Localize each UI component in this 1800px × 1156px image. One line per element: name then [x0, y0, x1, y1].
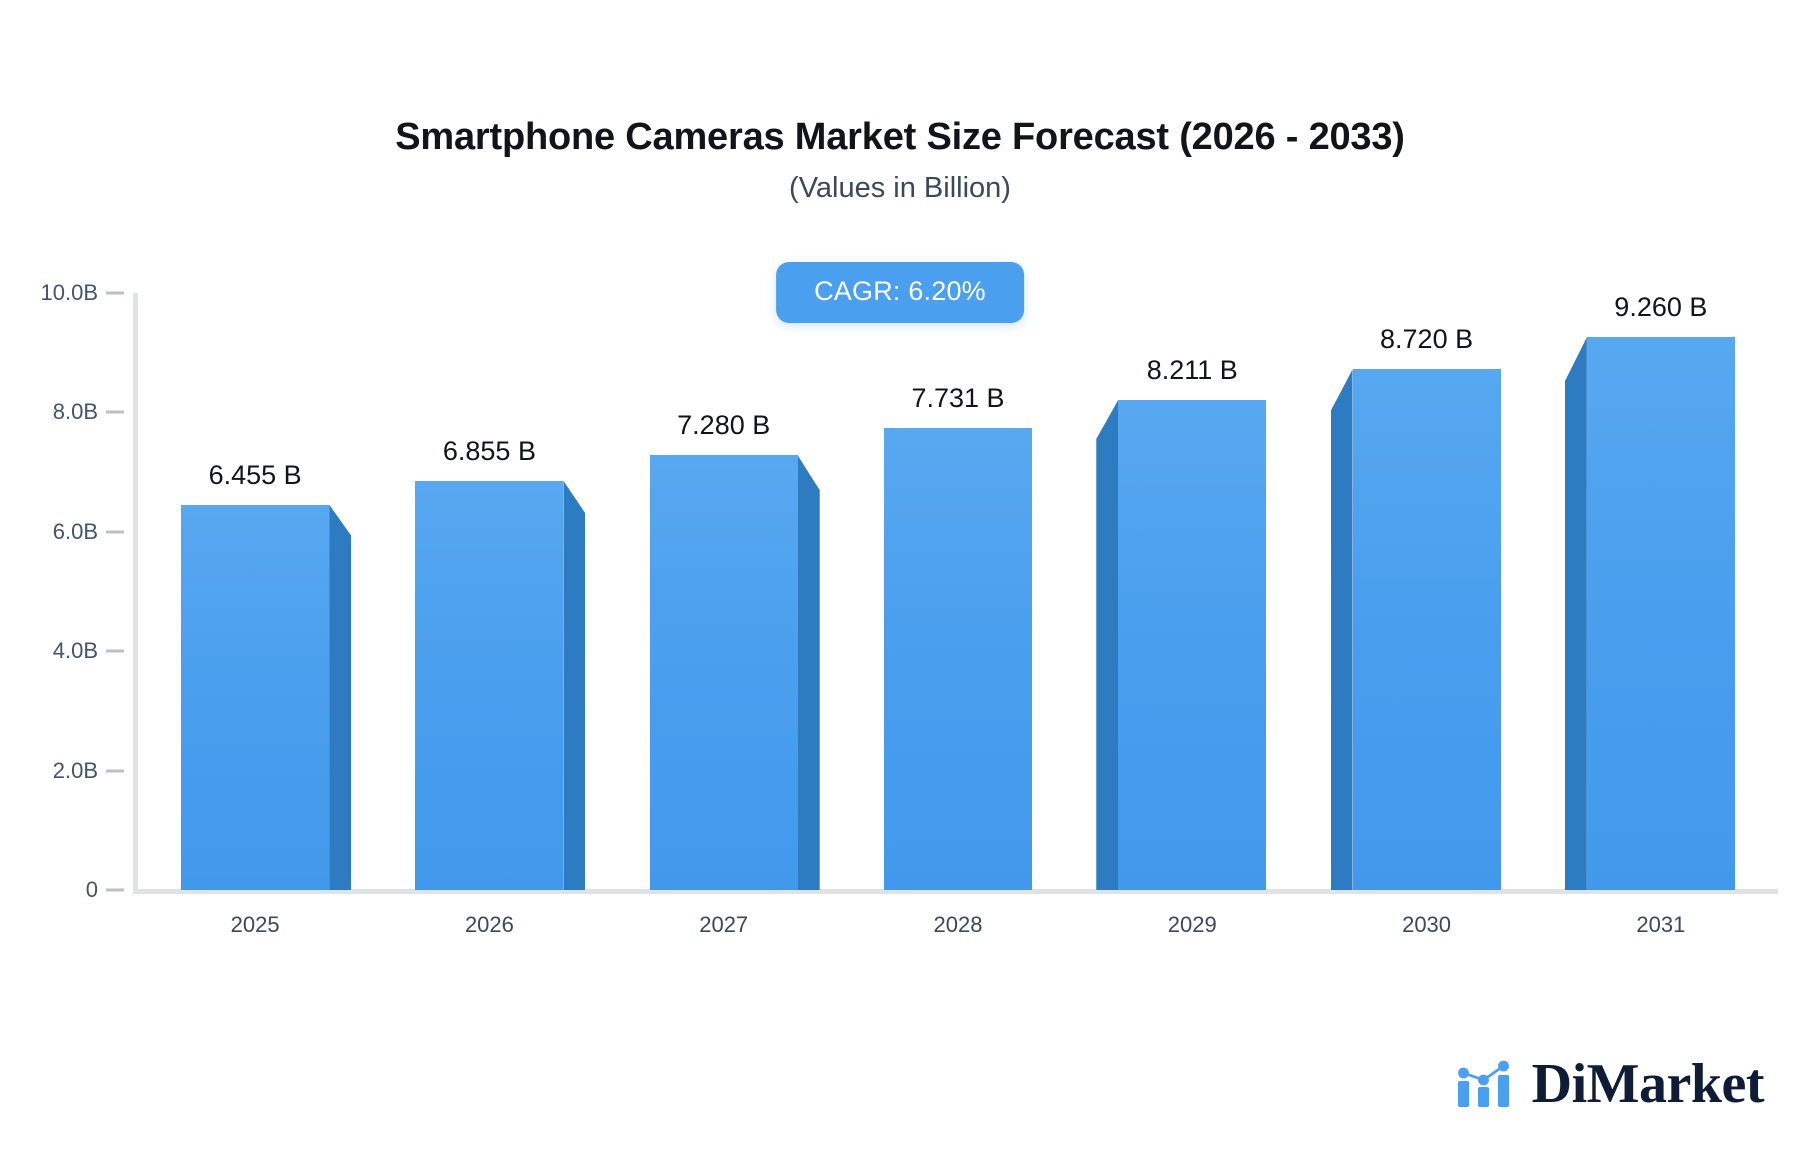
bar-2028[interactable]: 7.731 B — [884, 383, 1032, 890]
y-axis-tick-mark — [106, 769, 124, 773]
dimarket-logo: DiMarket — [1456, 1053, 1765, 1115]
logo-text: DiMarket — [1531, 1053, 1765, 1115]
y-axis-tick-mark — [106, 410, 124, 414]
x-axis-line — [133, 889, 1778, 894]
bar-value-label: 7.731 B — [911, 383, 1005, 414]
x-axis-tick-label: 2031 — [1636, 912, 1686, 937]
y-axis-tick-mark — [106, 888, 124, 892]
y-axis-tick-label: 4.0B — [52, 638, 98, 664]
bar-front-face — [1118, 399, 1267, 890]
bar-front-face — [181, 504, 330, 890]
bar-2027[interactable]: 7.280 B — [649, 410, 820, 890]
bar-value-label: 8.720 B — [1380, 324, 1474, 355]
bar-front-face — [1352, 369, 1501, 890]
x-axis-tick-label: 2025 — [230, 912, 280, 937]
bar-chart-logo-icon — [1457, 1060, 1509, 1107]
x-axis-tick-label: 2027 — [699, 912, 749, 937]
x-axis-tick-label: 2026 — [464, 912, 514, 937]
bar-front-face — [1586, 337, 1735, 890]
y-axis-tick-mark — [106, 649, 124, 653]
bar-value-label: 7.280 B — [677, 410, 771, 441]
bar-value-label: 9.260 B — [1614, 292, 1708, 323]
y-axis-tick-mark — [106, 291, 124, 295]
y-axis-tick-label: 2.0B — [52, 757, 98, 783]
bar-side-face — [1330, 369, 1353, 890]
bar-side-face — [1096, 399, 1119, 890]
x-axis-tick-label: 2029 — [1167, 912, 1217, 937]
bar-front-face — [415, 480, 564, 890]
y-axis-tick-label: 8.0B — [52, 399, 98, 425]
x-axis-tick-label: 2030 — [1402, 912, 1452, 937]
page-title: Smartphone Cameras Market Size Forecast … — [395, 116, 1405, 158]
bar-2025[interactable]: 6.455 B — [181, 460, 352, 890]
bar-side-face — [329, 504, 352, 890]
y-axis-tick-label: 0 — [85, 877, 98, 902]
bar-2030[interactable]: 8.720 B — [1330, 324, 1501, 890]
bar-value-label: 8.211 B — [1146, 354, 1238, 385]
y-axis-tick-mark — [106, 530, 124, 534]
bar-2029[interactable]: 8.211 B — [1096, 355, 1267, 890]
bar-2031[interactable]: 9.260 B — [1564, 292, 1735, 890]
bar-value-label: 6.455 B — [208, 459, 302, 490]
cagr-badge: CAGR: 6.20% — [776, 262, 1024, 323]
bar-side-face — [563, 480, 586, 890]
chart-subtitle: (Values in Billion) — [789, 172, 1011, 204]
bar-side-face — [797, 455, 820, 890]
y-axis-tick-label: 6.0B — [52, 518, 98, 544]
y-axis-tick-label: 10.0B — [40, 280, 99, 305]
bar-value-label: 6.855 B — [442, 435, 536, 466]
bar-2026[interactable]: 6.855 B — [415, 436, 586, 890]
x-axis-tick-label: 2028 — [933, 912, 983, 937]
bar-side-face — [1564, 337, 1587, 890]
bar-front-face — [649, 455, 798, 890]
y-axis-line — [133, 293, 138, 893]
bar-front-face — [884, 428, 1032, 890]
